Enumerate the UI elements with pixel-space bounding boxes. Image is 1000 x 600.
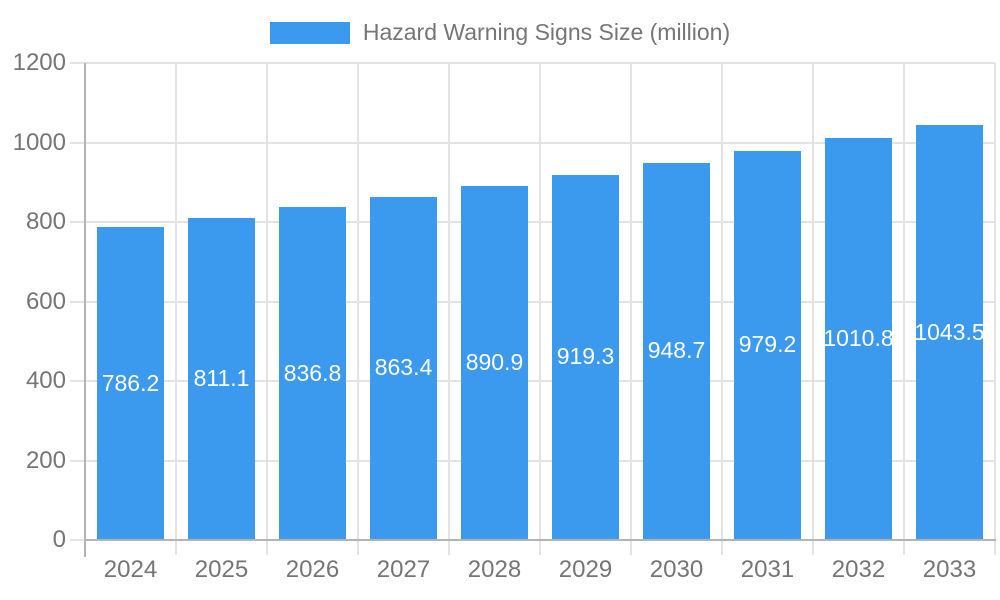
y-gridline [70,380,995,382]
x-gridline [266,63,268,555]
bar-value-label: 948.7 [647,337,706,364]
y-gridline [70,459,995,462]
bar-value-label: 836.8 [283,359,342,386]
bar-value-label: 811.1 [193,364,250,391]
y-axis-line [84,63,86,557]
bar-value-label: 863.4 [374,354,433,381]
y-axis-tick-label: 0 [52,526,66,553]
bar-2029 [552,174,619,540]
bar-value-label: 786.2 [101,369,160,396]
bar-2033 [916,125,983,540]
x-axis-tick-label: 2033 [922,556,977,583]
x-axis-tick-label: 2029 [558,556,613,583]
legend-swatch [269,21,350,44]
x-axis-tick-label: 2032 [831,556,886,583]
legend: Hazard Warning Signs Size (million) [0,21,1000,44]
y-axis-tick-label: 400 [25,367,66,394]
x-gridline [539,63,541,555]
x-axis-tick-label: 2026 [285,556,340,583]
legend-label: Hazard Warning Signs Size (million) [362,19,731,45]
x-axis-tick-label: 2024 [103,556,158,583]
x-axis-tick-label: 2028 [467,556,522,583]
x-gridline [721,63,723,555]
y-axis-tick-label: 1000 [12,128,66,156]
bar-2027 [370,196,437,540]
x-axis-tick-label: 2025 [194,556,249,583]
bar-2024 [97,227,164,540]
y-gridline [70,221,995,223]
x-gridline [175,63,177,555]
y-gridline [70,62,995,64]
bar-2026 [279,207,346,540]
x-gridline [903,63,905,555]
y-axis-tick-label: 600 [25,287,66,315]
y-gridline [70,300,995,303]
bar-value-label: 1043.5 [914,318,985,345]
bar-2028 [461,185,528,540]
x-gridline [448,63,450,555]
x-axis-tick-label: 2027 [376,556,431,583]
bar-value-label: 890.9 [465,348,524,375]
bar-2025 [188,217,255,540]
x-axis-line [84,539,996,541]
bar-2032 [825,138,892,540]
bar-value-label: 1010.8 [823,325,894,352]
x-axis-tick-label: 2031 [740,556,795,583]
bar-2030 [643,162,710,540]
y-gridline [70,141,995,144]
bar-2031 [734,150,801,540]
y-axis-tick-label: 800 [25,208,66,235]
bar-value-label: 919.3 [556,343,615,370]
y-axis-tick-label: 1200 [12,49,66,76]
y-axis-tick-label: 200 [25,446,66,474]
x-gridline [630,63,632,555]
x-axis-tick-label: 2030 [649,556,704,583]
x-gridline [812,63,814,555]
bar-value-label: 979.2 [738,331,797,358]
x-gridline [994,63,996,555]
x-gridline [357,63,359,555]
